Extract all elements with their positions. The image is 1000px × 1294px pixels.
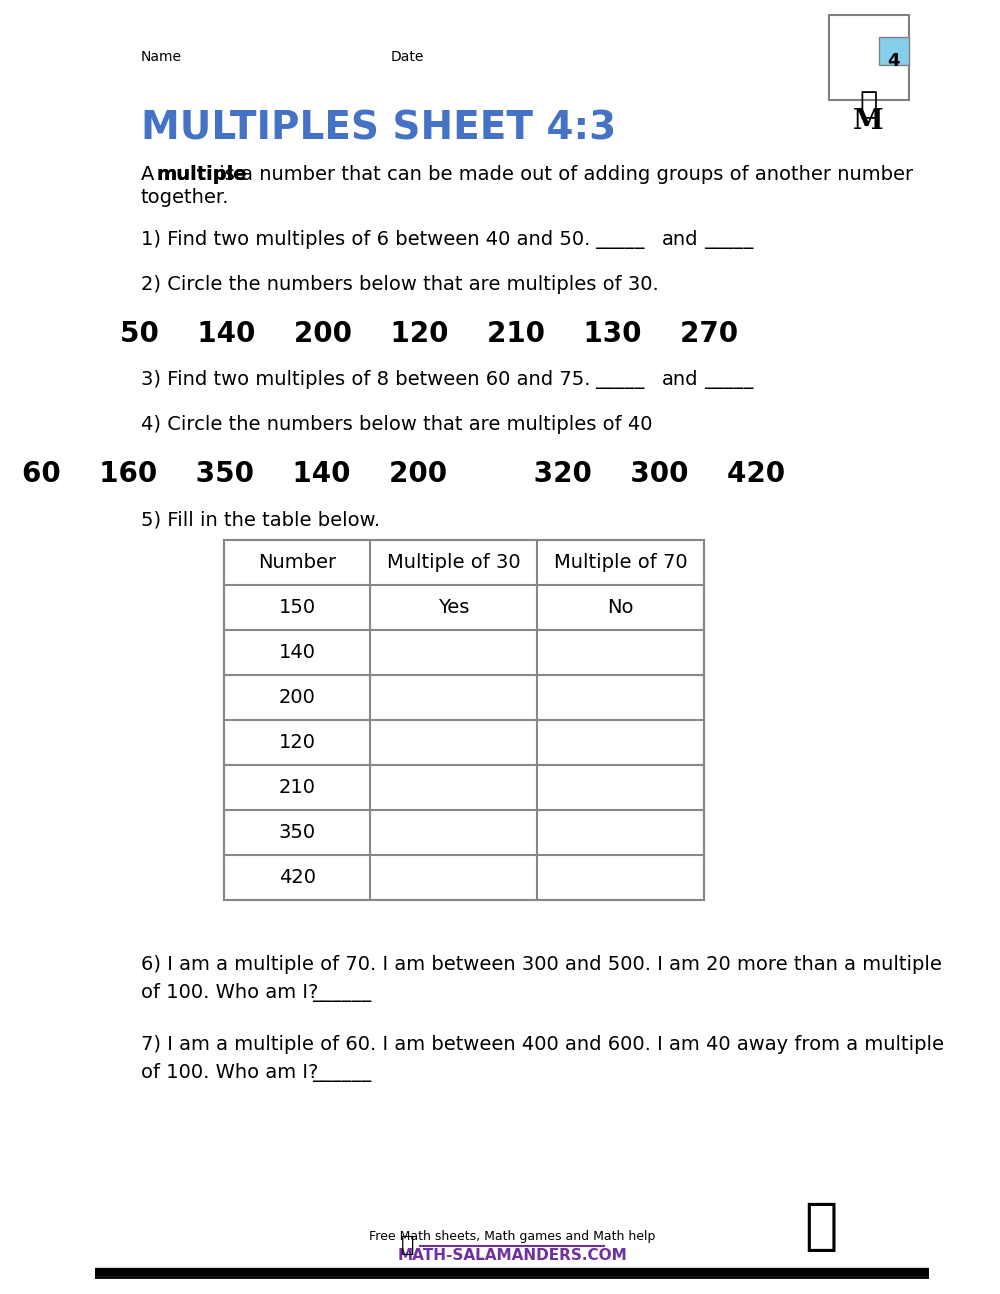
- Text: Yes: Yes: [438, 598, 469, 617]
- Text: MULTIPLES SHEET 4:3: MULTIPLES SHEET 4:3: [141, 110, 616, 148]
- Text: Date: Date: [391, 50, 424, 63]
- Text: of 100. Who am I?: of 100. Who am I?: [141, 1062, 318, 1082]
- Text: 200: 200: [279, 688, 316, 707]
- Text: together.: together.: [141, 188, 229, 207]
- Text: 1) Find two multiples of 6 between 40 and 50.: 1) Find two multiples of 6 between 40 an…: [141, 230, 590, 248]
- Text: _____: _____: [704, 370, 753, 389]
- Text: 🐆: 🐆: [401, 1234, 414, 1255]
- FancyBboxPatch shape: [879, 38, 909, 65]
- Text: 7) I am a multiple of 60. I am between 400 and 600. I am 40 away from a multiple: 7) I am a multiple of 60. I am between 4…: [141, 1035, 944, 1055]
- Text: and: and: [662, 370, 699, 389]
- Text: 5) Fill in the table below.: 5) Fill in the table below.: [141, 510, 380, 529]
- Text: ______: ______: [312, 983, 371, 1002]
- Text: 4: 4: [887, 52, 900, 70]
- Text: 210: 210: [279, 778, 316, 797]
- Text: _____: _____: [596, 230, 645, 248]
- Text: Free Math sheets, Math games and Math help: Free Math sheets, Math games and Math he…: [369, 1231, 655, 1244]
- Text: 50    140    200    120    210    130    270: 50 140 200 120 210 130 270: [120, 320, 738, 348]
- Text: 2) Circle the numbers below that are multiples of 30.: 2) Circle the numbers below that are mul…: [141, 276, 658, 294]
- Text: 420: 420: [279, 868, 316, 886]
- Text: ______: ______: [312, 1062, 371, 1082]
- Text: A: A: [141, 166, 160, 184]
- Text: Multiple of 30: Multiple of 30: [387, 553, 520, 572]
- Text: M: M: [853, 107, 884, 135]
- Text: _____: _____: [596, 370, 645, 389]
- Text: and: and: [662, 230, 699, 248]
- Text: Number: Number: [258, 553, 336, 572]
- Text: _____: _____: [704, 230, 753, 248]
- Text: 🦎: 🦎: [804, 1200, 838, 1254]
- Text: 🐆: 🐆: [859, 91, 878, 119]
- Text: of 100. Who am I?: of 100. Who am I?: [141, 983, 318, 1002]
- Text: Multiple of 70: Multiple of 70: [554, 553, 687, 572]
- Text: multiple: multiple: [157, 166, 247, 184]
- Text: 4) Circle the numbers below that are multiples of 40: 4) Circle the numbers below that are mul…: [141, 415, 652, 433]
- Text: 60    160    350    140    200         320    300    420: 60 160 350 140 200 320 300 420: [22, 459, 785, 488]
- Text: 6) I am a multiple of 70. I am between 300 and 500. I am 20 more than a multiple: 6) I am a multiple of 70. I am between 3…: [141, 955, 942, 974]
- Text: 150: 150: [279, 598, 316, 617]
- FancyBboxPatch shape: [224, 540, 704, 901]
- Text: 120: 120: [279, 732, 316, 752]
- Text: is a number that can be made out of adding groups of another number: is a number that can be made out of addi…: [213, 166, 913, 184]
- Text: 3) Find two multiples of 8 between 60 and 75.: 3) Find two multiples of 8 between 60 an…: [141, 370, 590, 389]
- Text: Name: Name: [141, 50, 182, 63]
- Text: MATH-SALAMANDERS.COM: MATH-SALAMANDERS.COM: [397, 1247, 627, 1263]
- Text: multiple: multiple: [157, 166, 247, 184]
- Text: 140: 140: [279, 643, 316, 663]
- FancyBboxPatch shape: [829, 16, 909, 100]
- Text: No: No: [607, 598, 634, 617]
- Text: 350: 350: [279, 823, 316, 842]
